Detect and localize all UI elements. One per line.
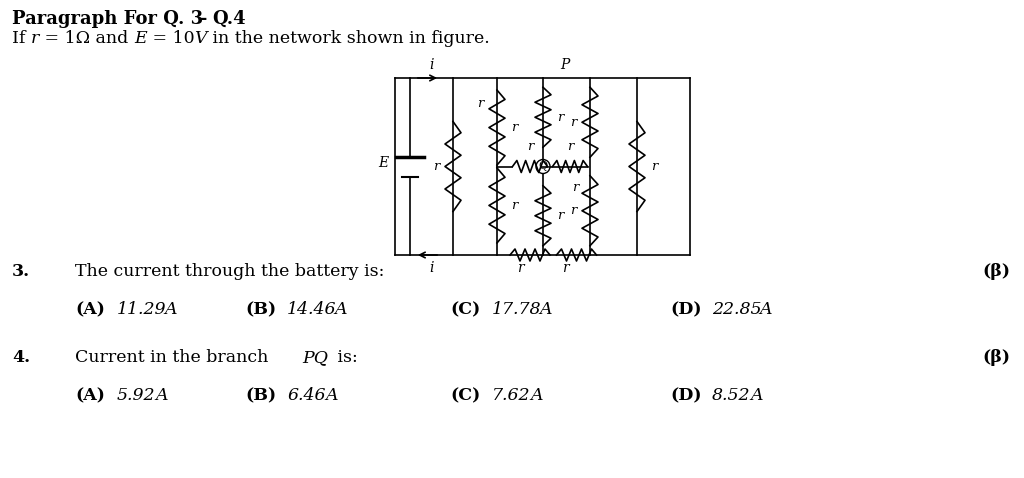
Text: (C): (C) bbox=[450, 387, 480, 404]
Text: A: A bbox=[530, 387, 543, 404]
Text: (A): (A) bbox=[75, 387, 104, 404]
Text: (B): (B) bbox=[245, 301, 276, 318]
Text: V: V bbox=[195, 30, 207, 47]
Text: P: P bbox=[560, 58, 569, 72]
Text: A: A bbox=[165, 301, 177, 318]
Text: –: – bbox=[193, 10, 214, 28]
Text: r: r bbox=[569, 204, 575, 217]
Text: 6.46: 6.46 bbox=[287, 387, 326, 404]
Text: in the network shown in figure.: in the network shown in figure. bbox=[207, 30, 489, 47]
Text: (D): (D) bbox=[670, 387, 701, 404]
Text: 3.: 3. bbox=[12, 263, 30, 280]
Text: The current through the battery is:: The current through the battery is: bbox=[75, 263, 384, 280]
Text: 11.29: 11.29 bbox=[117, 301, 167, 318]
Text: 14.46: 14.46 bbox=[287, 301, 337, 318]
Text: r: r bbox=[569, 116, 575, 129]
Text: r: r bbox=[567, 140, 573, 152]
Text: r: r bbox=[651, 160, 657, 173]
Text: (C): (C) bbox=[450, 301, 480, 318]
Text: A: A bbox=[760, 301, 772, 318]
Text: r: r bbox=[511, 199, 517, 212]
Text: r: r bbox=[517, 261, 523, 275]
Text: Q.4: Q.4 bbox=[212, 10, 246, 28]
Text: 7.62: 7.62 bbox=[492, 387, 530, 404]
Text: 17.78: 17.78 bbox=[492, 301, 542, 318]
Text: r: r bbox=[557, 209, 563, 222]
Text: Paragraph For Q. 3: Paragraph For Q. 3 bbox=[12, 10, 203, 28]
Text: = 1Ω and: = 1Ω and bbox=[39, 30, 134, 47]
Text: r: r bbox=[432, 160, 439, 173]
Text: Q: Q bbox=[539, 161, 548, 171]
Text: E: E bbox=[134, 30, 146, 47]
Text: r: r bbox=[557, 111, 563, 124]
Text: i: i bbox=[430, 58, 434, 72]
Text: (B): (B) bbox=[245, 387, 276, 404]
Text: (A): (A) bbox=[75, 301, 104, 318]
Text: = 10: = 10 bbox=[146, 30, 195, 47]
Text: r: r bbox=[562, 261, 568, 275]
Text: 8.52: 8.52 bbox=[712, 387, 751, 404]
Text: r: r bbox=[31, 30, 39, 47]
Text: (β): (β) bbox=[982, 263, 1010, 280]
Text: r: r bbox=[526, 140, 534, 152]
Text: 22.85: 22.85 bbox=[712, 301, 762, 318]
Text: (β): (β) bbox=[982, 349, 1010, 366]
Text: A: A bbox=[335, 301, 347, 318]
Text: 4.: 4. bbox=[12, 349, 30, 366]
Text: (D): (D) bbox=[670, 301, 701, 318]
Text: If: If bbox=[12, 30, 31, 47]
Text: PQ: PQ bbox=[302, 349, 328, 366]
Text: r: r bbox=[476, 97, 483, 109]
Text: A: A bbox=[750, 387, 763, 404]
Text: 5.92: 5.92 bbox=[117, 387, 156, 404]
Text: E: E bbox=[378, 155, 388, 170]
Text: A: A bbox=[540, 301, 552, 318]
Text: r: r bbox=[571, 181, 579, 194]
Text: i: i bbox=[430, 261, 434, 275]
Text: r: r bbox=[511, 121, 517, 134]
Text: A: A bbox=[155, 387, 168, 404]
Text: A: A bbox=[325, 387, 338, 404]
Text: is:: is: bbox=[332, 349, 357, 366]
Text: Current in the branch: Current in the branch bbox=[75, 349, 273, 366]
